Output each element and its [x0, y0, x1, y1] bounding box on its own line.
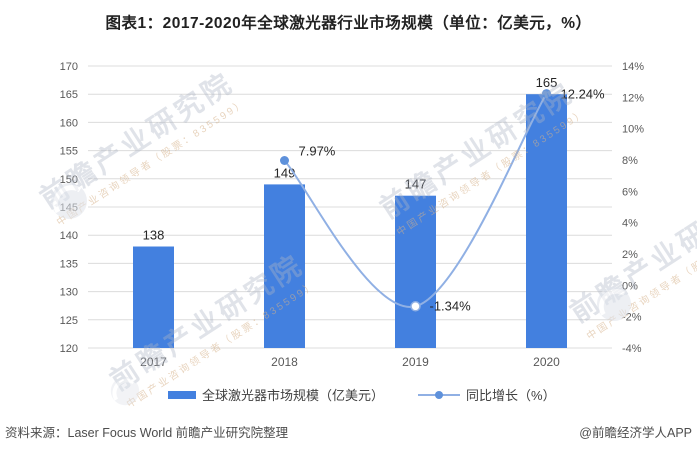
watermark-logo-icon [596, 286, 632, 327]
legend-line-label: 同比增长（%） [466, 388, 556, 403]
bar-value-label: 138 [143, 228, 165, 243]
x-axis-label-2018: 2018 [271, 355, 298, 369]
bar-value-label: 149 [274, 165, 296, 180]
right-axis-tick: -2% [622, 312, 642, 324]
bar-value-label: 165 [536, 75, 558, 90]
left-axis-tick: 165 [60, 89, 78, 101]
right-axis-tick: 4% [622, 218, 638, 230]
right-axis-tick: 10% [622, 124, 644, 136]
watermark-text: 前瞻产业研究院 [564, 180, 697, 329]
line-value-label: 7.97% [299, 144, 336, 159]
right-axis-tick: -4% [622, 343, 642, 355]
watermark: 前瞻产业研究院 中国产业咨询领导者（股票：835599） [561, 175, 697, 342]
line-value-label: 12.24% [561, 87, 606, 102]
watermark-logo-icon [50, 182, 88, 225]
watermark-text: 前瞻产业研究院 [104, 248, 310, 397]
left-axis-tick: 120 [60, 343, 78, 355]
left-axis-tick: 170 [60, 61, 78, 73]
footer-source: 资料来源：Laser Focus World 前瞻产业研究院整理 [5, 426, 289, 440]
watermark-logo-icon [110, 376, 140, 411]
chart-title: 图表1：2017-2020年全球激光器行业市场规模（单位：亿美元，%） [105, 15, 592, 32]
watermark: 前瞻产业研究院 中国产业咨询领导者（股票：835599） [371, 71, 589, 239]
legend: 全球激光器市场规模（亿美元） 同比增长（%） [168, 385, 556, 404]
left-axis-tick: 130 [60, 287, 78, 299]
right-axis-tick: 8% [622, 155, 638, 167]
watermark-subtext: 中国产业咨询领导者（股票：835599） [585, 211, 697, 343]
left-axis-tick: 155 [60, 146, 78, 158]
watermark-subtext: 中国产业咨询领导者（股票：835599） [395, 107, 589, 239]
left-axis-tick: 150 [60, 174, 78, 186]
bar-2020 [526, 94, 567, 348]
left-axis-tick: 135 [60, 258, 78, 270]
bar-swatch-icon [168, 390, 196, 399]
x-axis-label-2020: 2020 [533, 355, 560, 369]
x-axis-label-2019: 2019 [402, 355, 429, 369]
left-axis-tick: 140 [60, 230, 78, 242]
line-marker-icon [435, 390, 444, 399]
legend-item-bar: 全球激光器市场规模（亿美元） [168, 385, 384, 404]
line-marker-2020 [542, 89, 551, 99]
footer: 资料来源：Laser Focus World 前瞻产业研究院整理 @前瞻经济学人… [5, 422, 692, 441]
line-marker-2018 [280, 156, 289, 165]
watermark-text: 前瞻产业研究院 [34, 66, 240, 215]
growth-line [283, 93, 548, 308]
legend-item-line: 同比增长（%） [418, 385, 556, 404]
watermark-text: 前瞻产业研究院 [374, 76, 580, 225]
right-axis-tick: 6% [622, 186, 638, 198]
left-axis-tick: 160 [60, 117, 78, 129]
line-swatch-icon [418, 390, 461, 399]
line-marker-2019 [410, 301, 421, 312]
right-axis-tick: 2% [622, 249, 638, 261]
bar-2018 [264, 184, 305, 348]
right-axis-tick: 14% [622, 61, 644, 73]
footer-attribution: @前瞻经济学人APP [579, 426, 692, 440]
bar-2019 [395, 195, 436, 348]
right-axis-tick: 12% [622, 92, 644, 104]
legend-bar-label: 全球激光器市场规模（亿美元） [202, 388, 385, 403]
watermark-subtext: 中国产业咨询领导者（股票：835599） [55, 97, 249, 229]
bar-value-label: 147 [405, 177, 427, 192]
chart-canvas: 120 125 130 135 140 145 150 155 160 165 170 -4% -2% 0… [60, 61, 645, 369]
left-axis-tick: 145 [60, 202, 78, 214]
left-axis-tick: 125 [60, 315, 78, 327]
right-axis-tick: 0% [622, 280, 638, 292]
x-axis-label-2017: 2017 [140, 355, 167, 369]
bar-2017 [133, 246, 174, 348]
line-value-label: -1.34% [430, 298, 472, 313]
watermark: 前瞻产业研究院 中国产业咨询领导者（股票：835599） [31, 61, 249, 229]
